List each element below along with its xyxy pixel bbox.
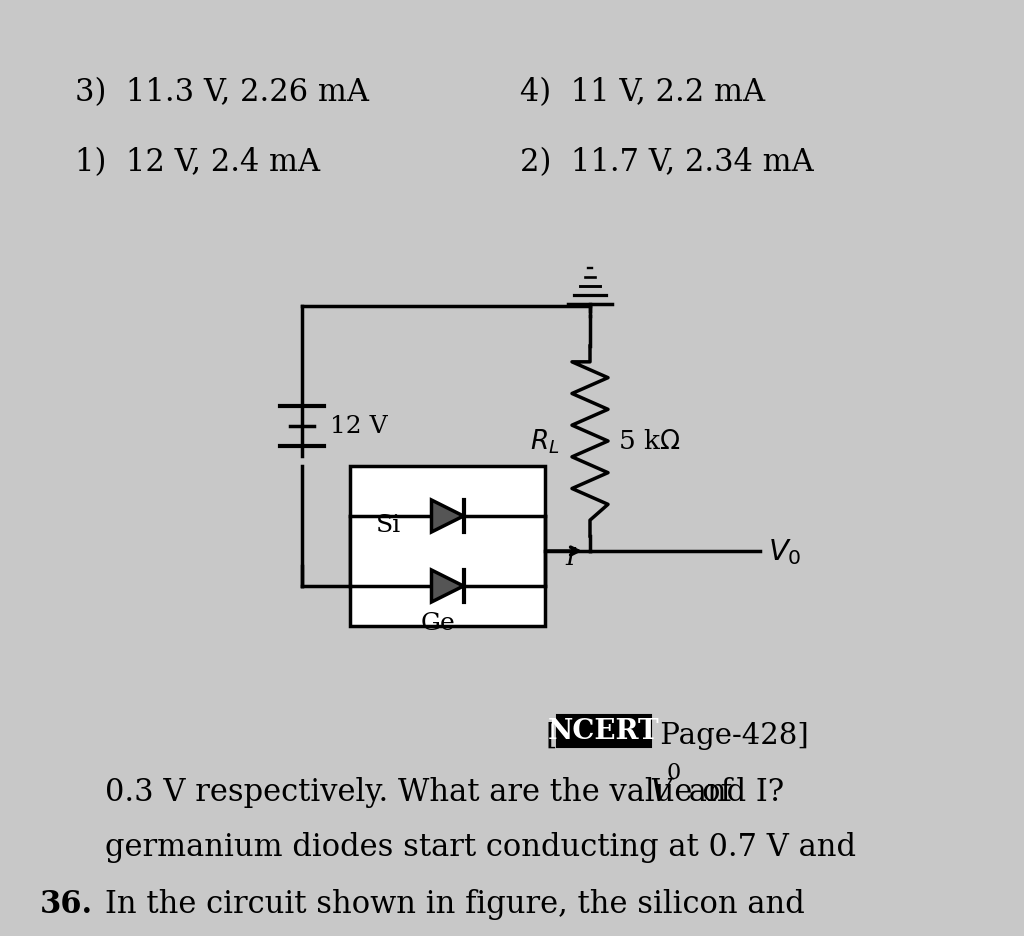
- Text: germanium diodes start conducting at 0.7 V and: germanium diodes start conducting at 0.7…: [105, 831, 856, 862]
- Text: 0.3 V respectively. What are the value of: 0.3 V respectively. What are the value o…: [105, 776, 741, 807]
- Text: [: [: [545, 722, 556, 749]
- Polygon shape: [431, 501, 464, 533]
- Text: 2)  11.7 V, 2.34 mA: 2) 11.7 V, 2.34 mA: [520, 147, 814, 178]
- Text: Ge: Ge: [420, 611, 455, 635]
- Text: Page-428]: Page-428]: [651, 722, 809, 749]
- Text: In the circuit shown in figure, the silicon and: In the circuit shown in figure, the sili…: [105, 888, 805, 919]
- Text: 5 k$\Omega$: 5 k$\Omega$: [618, 429, 680, 454]
- Text: $R_L$: $R_L$: [530, 428, 560, 456]
- Text: NCERT: NCERT: [548, 718, 659, 745]
- Text: $V_0$: $V_0$: [768, 536, 802, 566]
- Text: 1)  12 V, 2.4 mA: 1) 12 V, 2.4 mA: [75, 147, 321, 178]
- Text: 36.: 36.: [40, 888, 93, 919]
- Text: and I?: and I?: [679, 776, 784, 807]
- Text: 4)  11 V, 2.2 mA: 4) 11 V, 2.2 mA: [520, 77, 765, 108]
- FancyBboxPatch shape: [350, 466, 545, 626]
- Text: 0: 0: [666, 761, 680, 783]
- Text: I: I: [565, 547, 574, 569]
- Text: V: V: [649, 776, 671, 807]
- Polygon shape: [431, 570, 464, 603]
- Text: 3)  11.3 V, 2.26 mA: 3) 11.3 V, 2.26 mA: [75, 77, 369, 108]
- Text: 12 V: 12 V: [330, 415, 388, 438]
- FancyBboxPatch shape: [557, 715, 651, 747]
- Text: Si: Si: [376, 514, 400, 536]
